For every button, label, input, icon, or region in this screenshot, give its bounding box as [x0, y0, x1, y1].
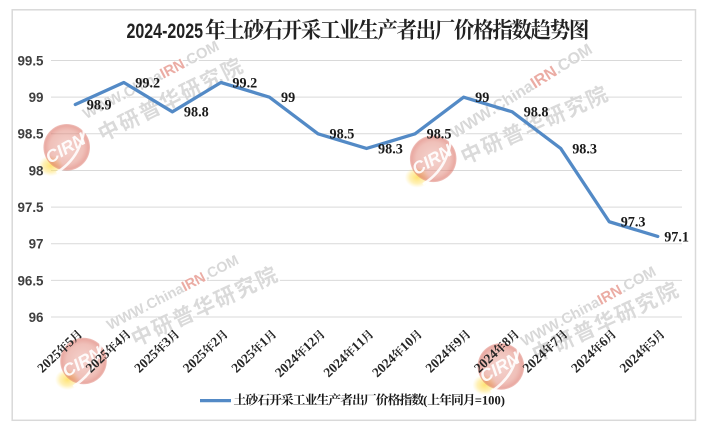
svg-text:99.2: 99.2 [232, 75, 257, 91]
svg-text:98.5: 98.5 [427, 127, 452, 143]
svg-text:2024-2025: 2024-2025 [127, 19, 204, 43]
svg-text:=100): =100) [475, 393, 505, 407]
svg-text:99.5: 99.5 [17, 53, 44, 68]
svg-text:97: 97 [29, 237, 44, 252]
svg-text:96: 96 [29, 310, 44, 325]
svg-text:98.5: 98.5 [17, 127, 44, 142]
svg-text:98.9: 98.9 [87, 97, 112, 113]
svg-text:99: 99 [29, 90, 44, 105]
svg-text:99: 99 [475, 90, 489, 106]
svg-text:98.8: 98.8 [184, 105, 209, 121]
svg-text:98.5: 98.5 [330, 127, 355, 143]
svg-text:98: 98 [29, 163, 44, 178]
svg-text:99: 99 [281, 90, 295, 106]
svg-text:99.2: 99.2 [135, 75, 160, 91]
svg-text:(: ( [423, 393, 427, 407]
svg-text:98.3: 98.3 [572, 141, 597, 157]
svg-text:98.8: 98.8 [524, 105, 549, 121]
svg-text:97.1: 97.1 [664, 229, 689, 245]
svg-text:96.5: 96.5 [17, 273, 44, 288]
svg-text:97.5: 97.5 [17, 200, 44, 215]
svg-text:98.3: 98.3 [378, 141, 403, 157]
svg-text:97.3: 97.3 [621, 215, 646, 231]
